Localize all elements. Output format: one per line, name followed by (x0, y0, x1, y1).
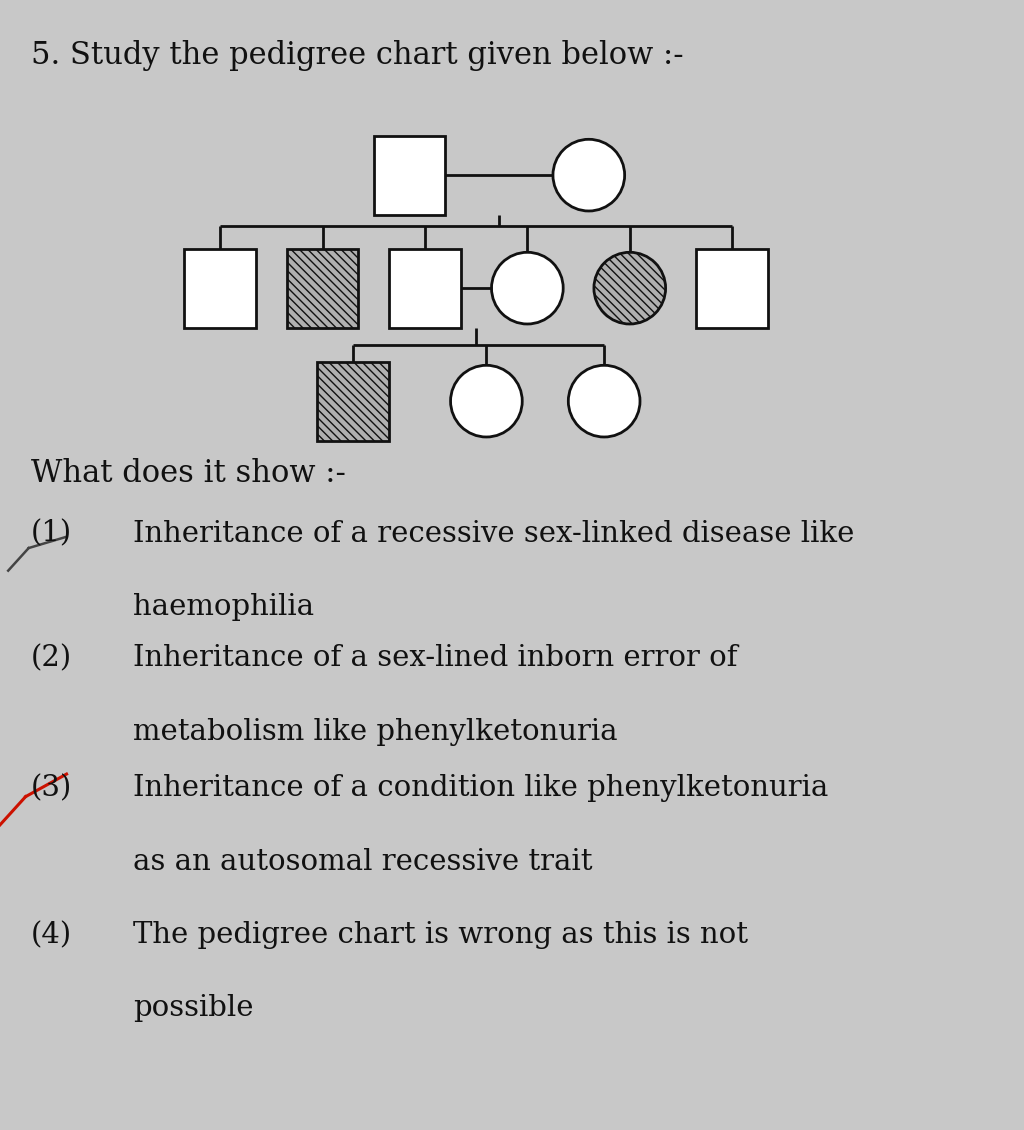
Text: (3): (3) (31, 774, 72, 802)
Ellipse shape (451, 365, 522, 437)
Bar (184, 249, 256, 328)
Ellipse shape (594, 252, 666, 324)
Text: Inheritance of a condition like phenylketonuria: Inheritance of a condition like phenylke… (133, 774, 828, 802)
Ellipse shape (492, 252, 563, 324)
Bar (374, 136, 445, 215)
Text: Inheritance of a recessive sex-linked disease like: Inheritance of a recessive sex-linked di… (133, 520, 854, 548)
Text: (1): (1) (31, 520, 72, 548)
Bar (696, 249, 768, 328)
Text: (4): (4) (31, 921, 72, 949)
Bar (317, 362, 389, 441)
Bar (287, 249, 358, 328)
Text: possible: possible (133, 994, 254, 1023)
Bar (389, 249, 461, 328)
Text: haemophilia: haemophilia (133, 593, 314, 622)
Text: (2): (2) (31, 644, 72, 672)
Text: metabolism like phenylketonuria: metabolism like phenylketonuria (133, 718, 617, 746)
Text: 5. Study the pedigree chart given below :-: 5. Study the pedigree chart given below … (31, 40, 683, 70)
Text: Inheritance of a sex-lined inborn error of: Inheritance of a sex-lined inborn error … (133, 644, 737, 672)
Text: What does it show :-: What does it show :- (31, 458, 345, 488)
Ellipse shape (568, 365, 640, 437)
Text: The pedigree chart is wrong as this is not: The pedigree chart is wrong as this is n… (133, 921, 749, 949)
Ellipse shape (553, 139, 625, 211)
Text: as an autosomal recessive trait: as an autosomal recessive trait (133, 848, 593, 876)
